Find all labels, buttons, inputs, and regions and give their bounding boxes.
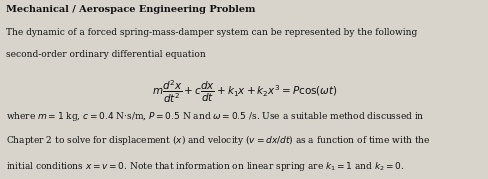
Text: second-order ordinary differential equation: second-order ordinary differential equat…: [6, 50, 205, 59]
Text: initial conditions $x=v=0$. Note that information on linear spring are $k_1=1$ a: initial conditions $x=v=0$. Note that in…: [6, 160, 404, 173]
Text: where $m=1$ kg, $c=0.4$ N·s/m, $P=0.5$ N and $\omega=0.5$ /s. Use a suitable met: where $m=1$ kg, $c=0.4$ N·s/m, $P=0.5$ N…: [6, 110, 424, 123]
Text: Chapter 2 to solve for displacement ($x$) and velocity ($v=dx/dt$) as a function: Chapter 2 to solve for displacement ($x$…: [6, 133, 429, 147]
Text: The dynamic of a forced spring-mass-damper system can be represented by the foll: The dynamic of a forced spring-mass-damp…: [6, 28, 416, 37]
Text: $m\dfrac{d^2x}{dt^2}+c\dfrac{dx}{dt}+k_1x+k_2x^3=P\cos(\omega t)$: $m\dfrac{d^2x}{dt^2}+c\dfrac{dx}{dt}+k_1…: [151, 78, 337, 105]
Text: Mechanical / Aerospace Engineering Problem: Mechanical / Aerospace Engineering Probl…: [6, 5, 255, 14]
